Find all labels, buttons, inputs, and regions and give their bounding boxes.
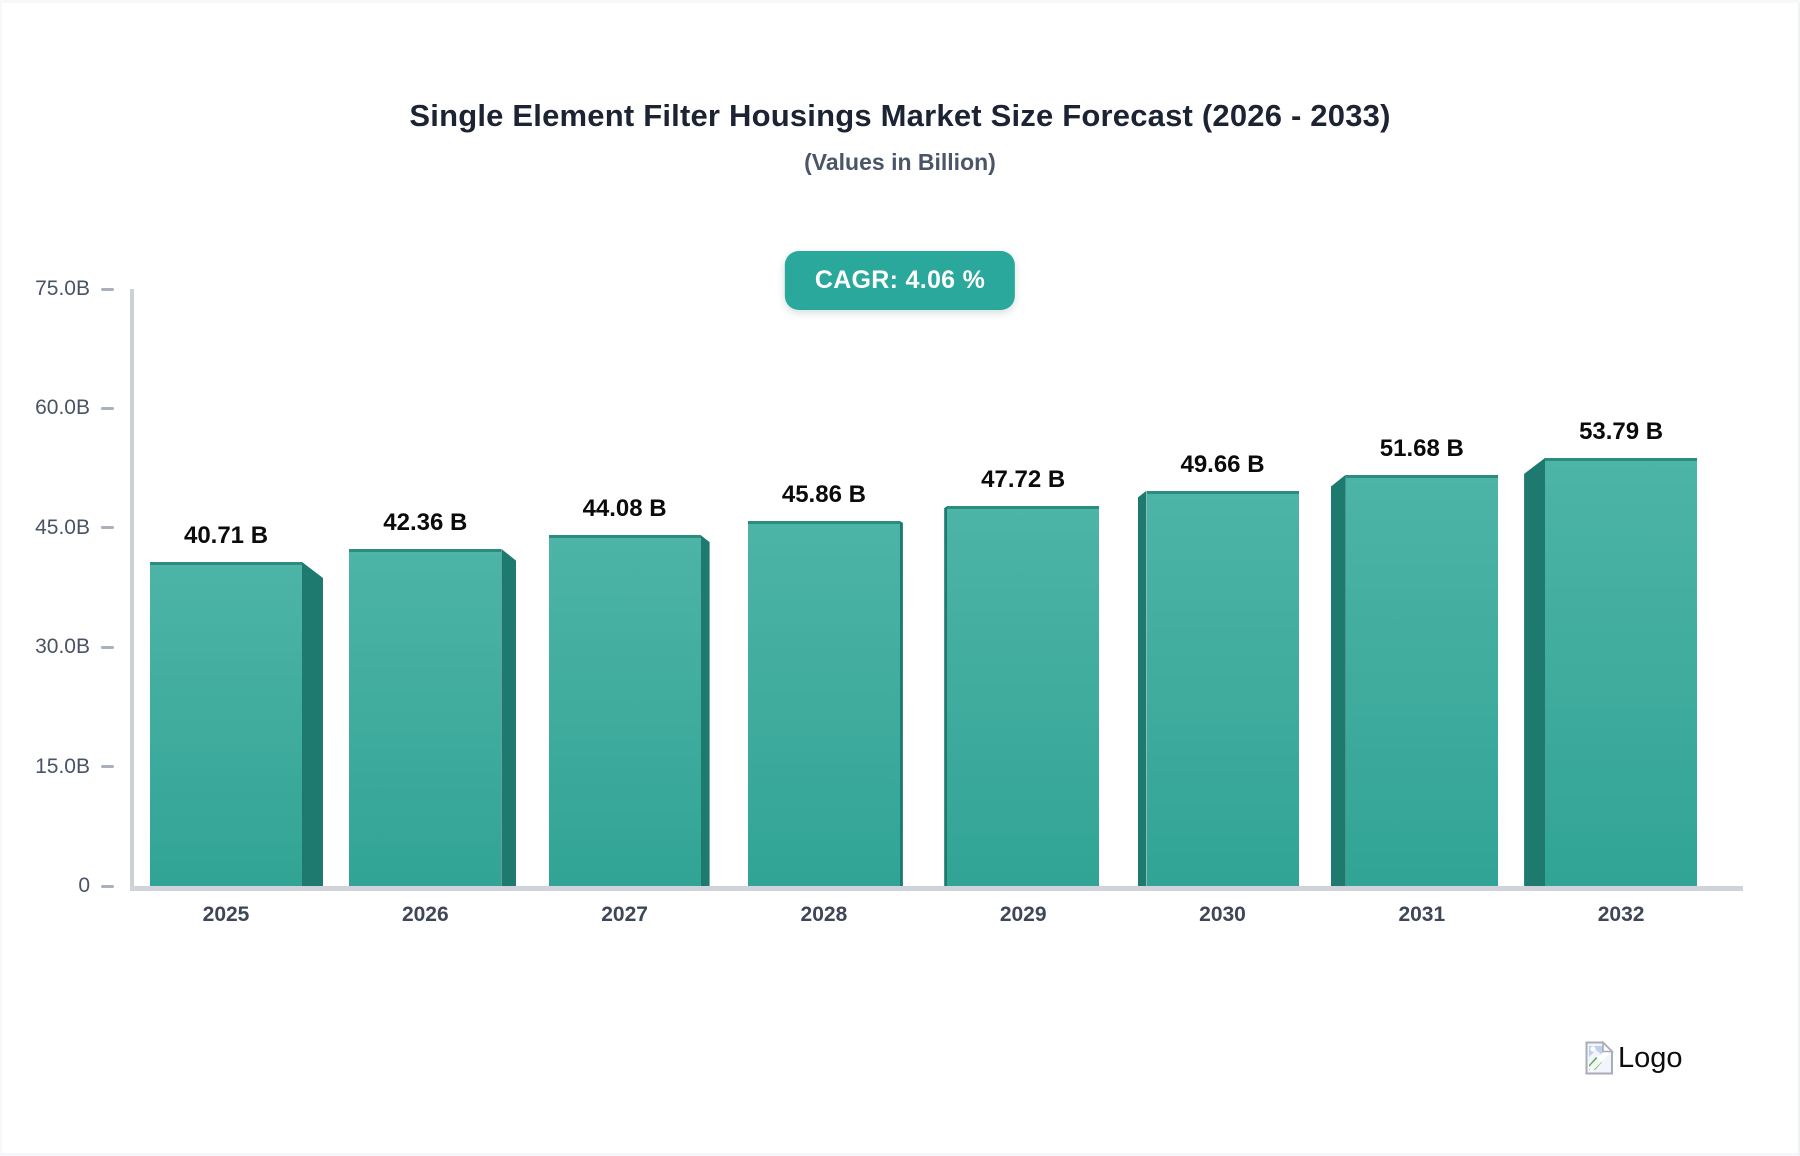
cagr-badge: CAGR: 4.06 % bbox=[784, 251, 1016, 310]
y-axis-tick-label: 30.0B bbox=[35, 635, 90, 659]
y-axis-tick bbox=[101, 884, 114, 888]
x-axis-category-label: 2025 bbox=[202, 903, 250, 926]
bar-side-face bbox=[302, 561, 323, 886]
bar-value-label: 45.86 B bbox=[781, 480, 866, 508]
y-axis-line bbox=[130, 289, 134, 886]
broken-image-icon bbox=[1585, 1040, 1614, 1075]
y-axis-tick-label: 0 bbox=[78, 874, 90, 897]
bar bbox=[1545, 457, 1698, 886]
bar bbox=[150, 561, 302, 886]
logo: Logo bbox=[1583, 1040, 1683, 1076]
x-axis-category-label: 2026 bbox=[401, 903, 449, 926]
chart-subtitle: (Values in Billion) bbox=[804, 149, 996, 175]
bar bbox=[747, 520, 900, 886]
bar-value-label: 42.36 B bbox=[383, 508, 468, 536]
y-axis-tick bbox=[101, 765, 114, 769]
x-axis-category-label: 2032 bbox=[1597, 903, 1645, 926]
x-axis-category-label: 2029 bbox=[999, 903, 1047, 926]
bar-value-label: 40.71 B bbox=[183, 521, 269, 549]
y-axis-tick bbox=[101, 406, 114, 410]
y-axis-tick-label: 75.0B bbox=[35, 277, 90, 300]
y-axis-tick bbox=[101, 287, 114, 291]
bar-side-face bbox=[501, 548, 517, 886]
bar-value-label: 51.68 B bbox=[1379, 434, 1464, 462]
y-axis-tick-label: 60.0B bbox=[35, 396, 90, 420]
x-axis-category-label: 2031 bbox=[1398, 903, 1446, 926]
bar-side-face bbox=[944, 506, 948, 886]
bar-side-face bbox=[899, 520, 903, 886]
x-axis-category-label: 2030 bbox=[1199, 903, 1246, 926]
bar bbox=[349, 548, 502, 886]
bar-value-label: 47.72 B bbox=[981, 466, 1066, 494]
x-axis-line bbox=[130, 886, 1743, 891]
bar-value-label: 44.08 B bbox=[582, 495, 667, 523]
bar-side-face bbox=[700, 535, 710, 886]
bar bbox=[1345, 474, 1498, 886]
bar bbox=[947, 506, 1100, 886]
y-axis-tick bbox=[101, 526, 114, 530]
bar-side-face bbox=[1330, 474, 1346, 886]
bar-value-label: 53.79 B bbox=[1579, 417, 1664, 445]
x-axis-category-label: 2028 bbox=[800, 903, 848, 926]
y-axis-tick-label: 45.0B bbox=[35, 515, 90, 539]
bar bbox=[548, 535, 701, 886]
y-axis-tick-label: 15.0B bbox=[35, 754, 90, 778]
y-axis-tick bbox=[101, 645, 114, 649]
bar-side-face bbox=[1137, 490, 1147, 886]
x-axis-category-label: 2027 bbox=[601, 903, 648, 926]
bar bbox=[1146, 490, 1299, 886]
bar-value-label: 49.66 B bbox=[1180, 450, 1265, 478]
logo-text: Logo bbox=[1618, 1041, 1683, 1074]
chart-title: Single Element Filter Housings Market Si… bbox=[409, 98, 1391, 133]
bar-side-face bbox=[1524, 457, 1546, 886]
